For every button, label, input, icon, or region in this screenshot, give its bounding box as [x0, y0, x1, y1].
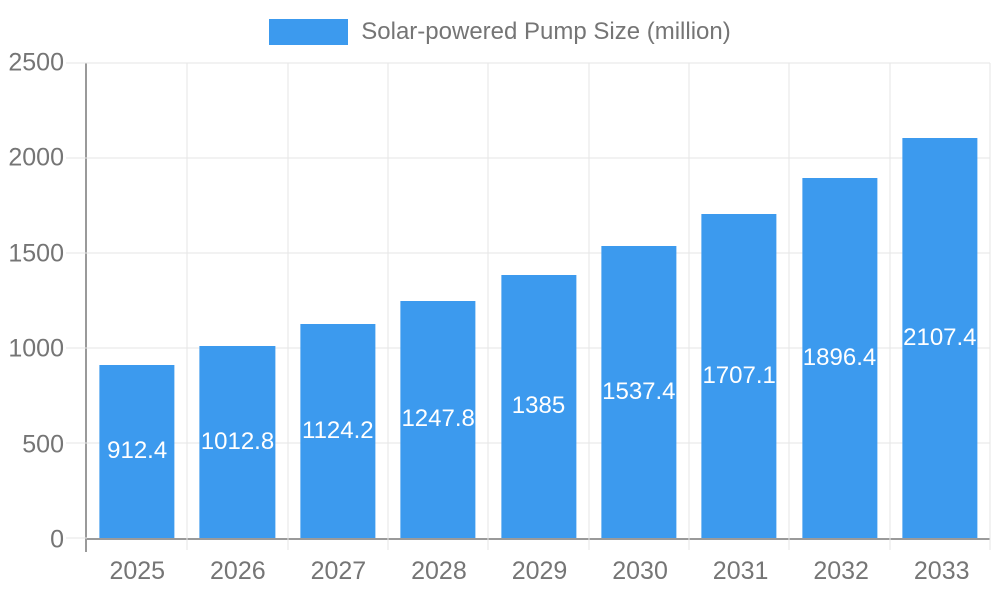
y-gridline [66, 252, 990, 254]
bar-value-label: 1124.2 [302, 417, 374, 445]
x-gridline [688, 63, 690, 550]
bar-2029 [500, 274, 577, 538]
legend-swatch [269, 19, 349, 45]
x-axis-tick-label: 2026 [210, 557, 266, 585]
x-gridline [287, 63, 289, 550]
x-gridline [989, 63, 991, 550]
bar-2027 [300, 324, 376, 538]
x-axis-tick-label: 2028 [411, 557, 467, 585]
y-gridline [66, 157, 990, 159]
bar-value-label: 1247.8 [401, 405, 475, 433]
y-axis-tick-label: 2500 [8, 48, 64, 77]
x-gridline [889, 63, 891, 550]
bar-value-label: 1896.4 [802, 343, 877, 371]
y-axis-tick-label: 0 [50, 525, 64, 554]
y-gridline [66, 537, 87, 539]
legend-label: Solar-powered Pump Size (million) [361, 18, 731, 45]
x-axis-tick-label: 2030 [612, 557, 668, 585]
x-gridline [487, 63, 489, 550]
x-axis-tick-label: 2033 [913, 557, 970, 585]
x-gridline [387, 63, 389, 550]
y-axis-tick-extension [85, 540, 87, 552]
y-axis-tick-label: 1000 [8, 334, 64, 363]
bar-2033 [902, 137, 978, 538]
x-gridline [186, 63, 188, 550]
bar-value-label: 1707.1 [702, 361, 776, 389]
bar-value-label: 1385 [511, 392, 566, 420]
bar-2028 [400, 300, 476, 538]
y-axis-tick-label: 1500 [8, 239, 64, 268]
x-axis-labels: 2025 2026 2027 2028 2029 2030 2031 2032 2033 [87, 559, 992, 591]
bar-2025 [99, 364, 175, 538]
plot-area: 912.4 1012.8 1124.2 1247.8 1385 1537.4 1707.1 1… [66, 62, 991, 552]
bar-value-label: 912.4 [107, 437, 168, 465]
x-axis-tick-label: 2032 [813, 557, 869, 585]
bar-value-label: 2107.4 [903, 323, 977, 351]
bar-2032 [801, 177, 878, 538]
x-gridline [788, 63, 790, 550]
x-axis-tick-label: 2027 [310, 557, 367, 585]
y-gridline [66, 62, 990, 64]
bar-2030 [601, 245, 677, 538]
bar-2026 [199, 345, 276, 538]
y-axis-tick-label: 500 [22, 430, 64, 459]
y-axis-tick-label: 2000 [8, 143, 64, 172]
bar-2031 [701, 213, 777, 538]
x-gridline [588, 63, 590, 550]
y-axis-labels: 0 500 1000 1500 2000 2500 [0, 50, 64, 552]
bar-value-label: 1012.8 [200, 427, 275, 455]
x-axis-tick-label: 2025 [109, 557, 166, 585]
x-axis-tick-label: 2029 [511, 557, 568, 585]
legend: Solar-powered Pump Size (million) [0, 18, 1000, 46]
x-axis-tick-label: 2031 [712, 557, 769, 585]
bar-value-label: 1537.4 [602, 377, 676, 405]
